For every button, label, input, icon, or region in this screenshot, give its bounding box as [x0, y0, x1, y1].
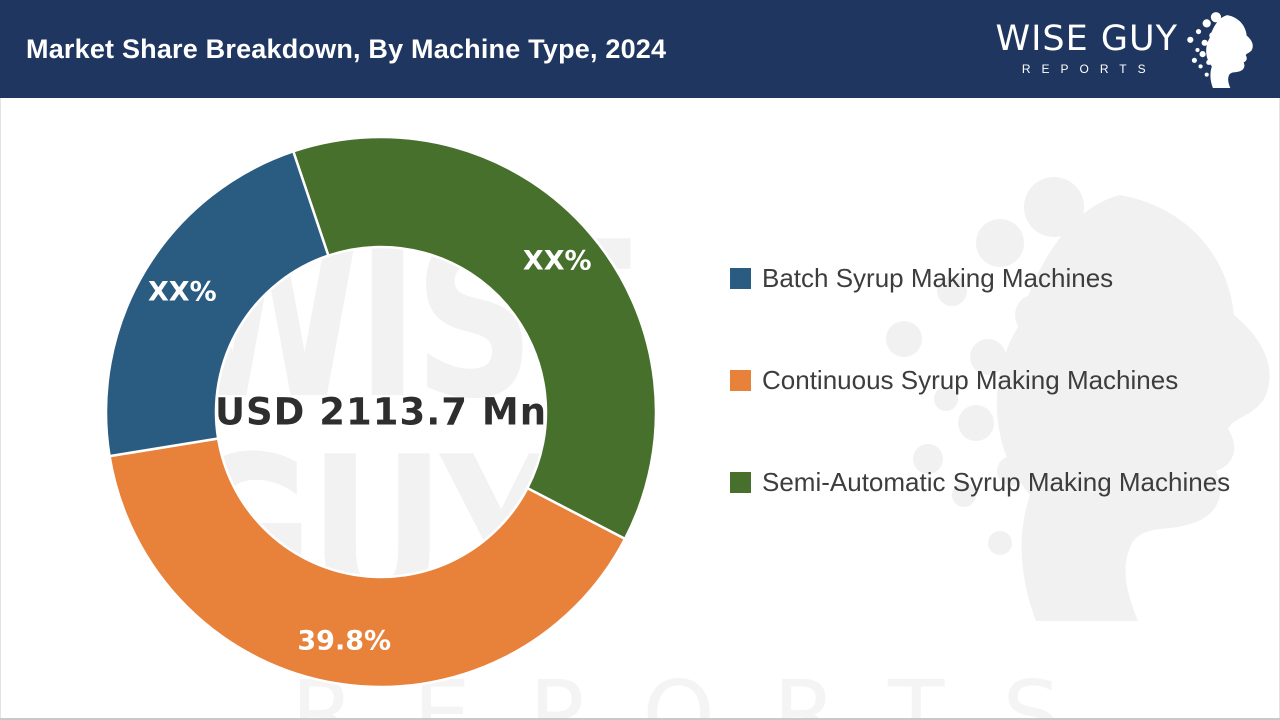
legend-label: Semi-Automatic Syrup Making Machines: [762, 466, 1231, 497]
donut-slice[interactable]: [291, 135, 658, 541]
bottom-divider: [0, 718, 1280, 720]
legend-item[interactable]: Batch Syrup Making Machines: [730, 258, 1230, 298]
donut-center-value: USD 2113.7 Mn: [214, 390, 548, 434]
page-title: Market Share Breakdown, By Machine Type,…: [26, 33, 667, 64]
chart-area: WISE GUY REPORTS XX% 39.8% XX% USD 2113.7 …: [0, 98, 1280, 720]
logo-wordmark-main: WISE GUY: [995, 19, 1178, 59]
donut-slice[interactable]: [104, 149, 330, 458]
legend-label: Continuous Syrup Making Machines: [762, 364, 1179, 395]
header: Market Share Breakdown, By Machine Type,…: [0, 0, 1280, 98]
slice-percent-label: 39.8%: [297, 626, 391, 657]
legend-item[interactable]: Continuous Syrup Making Machines: [730, 360, 1230, 400]
donut-slice[interactable]: [108, 437, 627, 689]
legend-swatch: [730, 267, 751, 289]
logo-face-icon: [1187, 12, 1253, 88]
wiseguy-logo: WISE GUY REPORTS: [995, 9, 1254, 89]
legend: Batch Syrup Making Machines Continuous Sy…: [730, 258, 1230, 564]
slice-percent-label: XX%: [523, 246, 592, 277]
slice-percent-label: XX%: [148, 277, 217, 308]
legend-label: Batch Syrup Making Machines: [762, 262, 1114, 293]
logo-wordmark-sub: REPORTS: [1021, 62, 1157, 76]
legend-swatch: [730, 471, 751, 493]
donut-chart[interactable]: XX% 39.8% XX%: [101, 132, 661, 692]
legend-swatch: [730, 369, 751, 391]
logo-wordmark: WISE GUY REPORTS: [995, 19, 1178, 77]
legend-item[interactable]: Semi-Automatic Syrup Making Machines: [730, 462, 1230, 502]
